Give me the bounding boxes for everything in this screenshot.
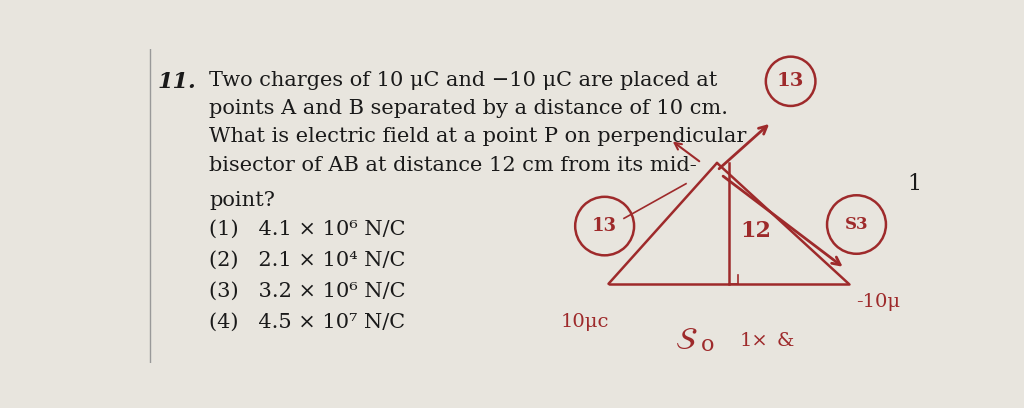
- Text: &: &: [776, 333, 794, 350]
- Text: o: o: [701, 334, 715, 356]
- Text: 12: 12: [740, 220, 771, 242]
- Text: (3)   3.2 × 10⁶ N/C: (3) 3.2 × 10⁶ N/C: [209, 282, 406, 301]
- Text: (1)   4.1 × 10⁶ N/C: (1) 4.1 × 10⁶ N/C: [209, 220, 406, 239]
- Text: point?: point?: [209, 191, 275, 211]
- Text: 11.: 11.: [158, 71, 197, 93]
- Text: bisector of AB at distance 12 cm from its mid-: bisector of AB at distance 12 cm from it…: [209, 156, 697, 175]
- Text: -10μ: -10μ: [856, 293, 901, 311]
- Text: points A and B separated by a distance of 10 cm.: points A and B separated by a distance o…: [209, 99, 728, 118]
- Text: (4)   4.5 × 10⁷ N/C: (4) 4.5 × 10⁷ N/C: [209, 312, 406, 331]
- Text: 13: 13: [592, 217, 617, 235]
- Text: 13: 13: [777, 72, 804, 90]
- Text: $\mathcal{S}$: $\mathcal{S}$: [675, 326, 697, 355]
- Text: 10μc: 10μc: [561, 313, 609, 331]
- Text: 1: 1: [907, 173, 921, 195]
- Text: S3: S3: [845, 216, 868, 233]
- Text: 1×: 1×: [739, 333, 769, 350]
- Text: Two charges of 10 μC and −10 μC are placed at: Two charges of 10 μC and −10 μC are plac…: [209, 71, 718, 89]
- Text: What is electric field at a point P on perpendicular: What is electric field at a point P on p…: [209, 127, 746, 146]
- Text: (2)   2.1 × 10⁴ N/C: (2) 2.1 × 10⁴ N/C: [209, 251, 406, 270]
